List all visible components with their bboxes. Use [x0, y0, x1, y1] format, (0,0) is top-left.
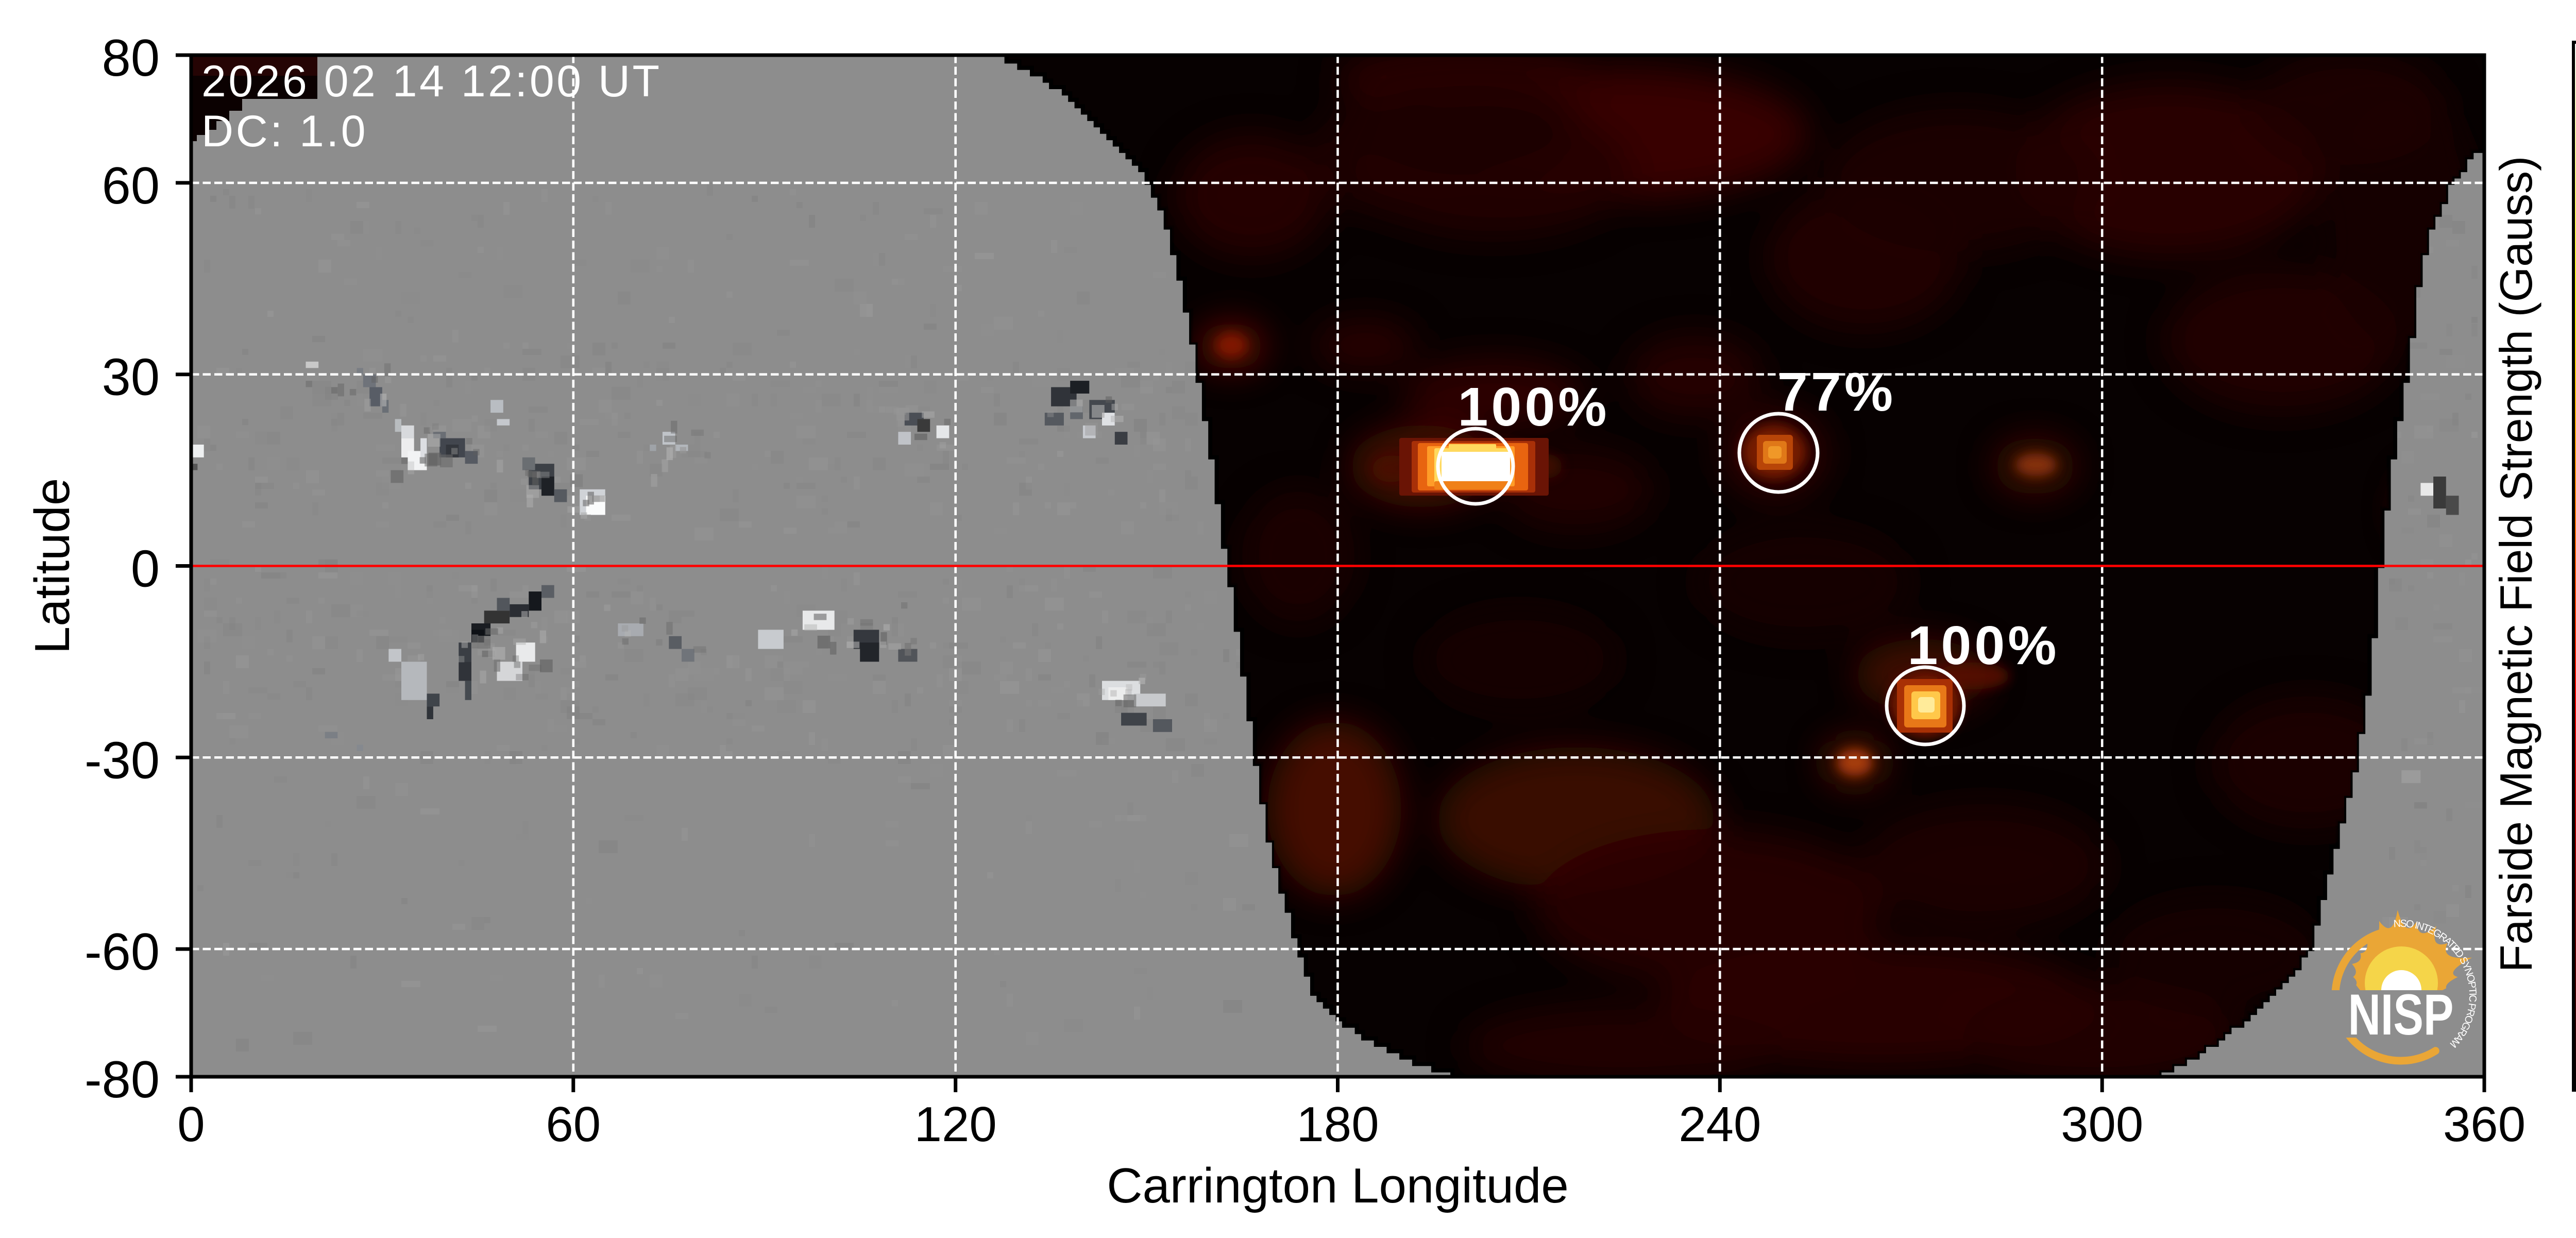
svg-text:-30: -30: [84, 732, 160, 789]
svg-text:30: 30: [102, 349, 160, 406]
svg-text:60: 60: [546, 1097, 601, 1152]
svg-text:77%: 77%: [1777, 362, 1896, 422]
svg-text:300: 300: [2061, 1097, 2143, 1152]
svg-text:Carrington Longitude: Carrington Longitude: [1107, 1158, 1569, 1213]
svg-text:80: 80: [102, 29, 160, 87]
svg-text:100%: 100%: [1907, 615, 2059, 676]
svg-text:120: 120: [914, 1097, 997, 1152]
svg-text:240: 240: [1679, 1097, 1761, 1152]
svg-text:DC: 1.0: DC: 1.0: [201, 107, 368, 156]
svg-text:180: 180: [1296, 1097, 1379, 1152]
svg-text:2026 02 14 12:00 UT: 2026 02 14 12:00 UT: [201, 57, 662, 106]
svg-text:-80: -80: [84, 1051, 160, 1109]
svg-text:60: 60: [102, 157, 160, 215]
svg-text:100%: 100%: [1458, 377, 1609, 437]
svg-text:-60: -60: [84, 923, 160, 981]
svg-text:0: 0: [131, 540, 160, 598]
svg-text:Farside Magnetic Field Strengt: Farside Magnetic Field Strength (Gauss): [2490, 156, 2541, 973]
svg-text:0: 0: [177, 1097, 205, 1152]
svg-text:Latitude: Latitude: [25, 478, 80, 654]
svg-text:NISP: NISP: [2348, 982, 2454, 1047]
svg-text:360: 360: [2443, 1097, 2526, 1152]
